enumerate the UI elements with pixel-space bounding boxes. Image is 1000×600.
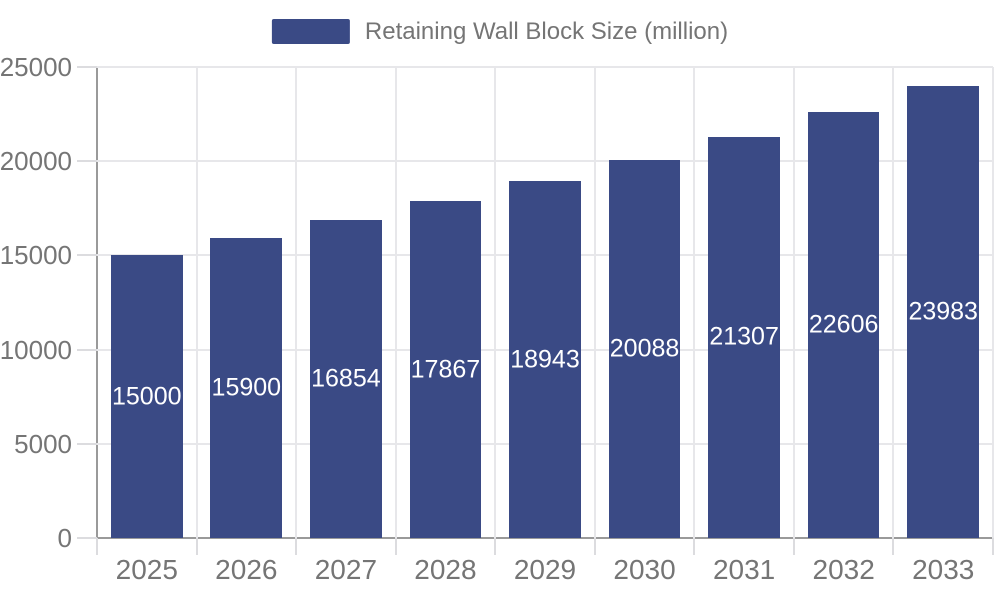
bar-2027[interactable]: 16854 <box>310 220 382 538</box>
x-axis-tick <box>494 538 497 555</box>
bar-2026[interactable]: 15900 <box>210 238 283 538</box>
bar-2028[interactable]: 17867 <box>409 201 482 538</box>
y-axis-tick-label: 15000 <box>0 240 72 271</box>
x-axis-tick <box>593 538 596 555</box>
x-axis-tick <box>195 538 198 555</box>
bar-value-label: 21307 <box>709 322 779 351</box>
bar-value-label: 15000 <box>112 382 182 411</box>
y-axis-tick <box>77 160 97 163</box>
x-axis-tick <box>693 538 696 555</box>
x-axis-tick <box>892 538 895 555</box>
bar-2025[interactable]: 15000 <box>110 255 183 538</box>
x-axis-tick-label: 2033 <box>912 554 975 585</box>
x-axis-tick-label: 2025 <box>115 554 178 585</box>
y-axis-tick <box>77 66 97 68</box>
x-axis-tick-label: 2031 <box>712 554 776 585</box>
plot-area: 0 5000 10000 15000 20000 25000 15000 2025 15900 2… <box>0 54 994 585</box>
x-axis-tick <box>394 538 397 555</box>
y-axis-line <box>96 67 98 555</box>
y-axis-tick <box>77 254 97 257</box>
bar-value-label: 18943 <box>510 345 580 374</box>
x-axis-tick <box>992 538 994 555</box>
bar-2033[interactable]: 23983 <box>907 86 980 538</box>
gridline-vertical <box>693 67 696 538</box>
bar-value-label: 20088 <box>609 334 680 363</box>
y-axis-tick-label: 0 <box>57 523 72 553</box>
bar-value-label: 22606 <box>808 310 879 339</box>
x-axis-tick-label: 2032 <box>812 554 875 585</box>
gridline-vertical <box>394 67 397 538</box>
x-axis-tick-label: 2028 <box>414 554 477 585</box>
y-axis-tick <box>77 442 97 445</box>
bar-value-label: 15900 <box>211 373 282 402</box>
x-axis-line <box>97 537 993 539</box>
gridline-vertical <box>195 67 198 538</box>
x-axis-tick-label: 2030 <box>613 554 676 585</box>
y-axis-tick <box>77 348 97 351</box>
legend-item[interactable]: Retaining Wall Block Size (million) <box>271 18 729 45</box>
x-axis-tick <box>96 538 98 555</box>
bar-2032[interactable]: 22606 <box>807 112 880 538</box>
x-axis-tick <box>295 538 298 555</box>
bar-value-label: 16854 <box>311 364 381 393</box>
y-axis-tick-label: 25000 <box>0 52 72 82</box>
y-axis-tick-label: 5000 <box>14 428 72 459</box>
legend-label: Retaining Wall Block Size (million) <box>364 18 729 45</box>
gridline-horizontal <box>97 66 993 68</box>
legend-swatch-icon <box>271 19 350 44</box>
gridline-vertical <box>992 67 994 538</box>
bar-2031[interactable]: 21307 <box>708 136 780 538</box>
gridline-vertical <box>593 67 596 538</box>
gridline-vertical <box>295 67 298 538</box>
gridline-vertical <box>494 67 497 538</box>
gridline-vertical <box>892 67 895 538</box>
x-axis-tick-label: 2029 <box>513 554 577 585</box>
bar-value-label: 17867 <box>410 355 481 384</box>
y-axis-tick-label: 20000 <box>0 146 72 177</box>
y-axis-tick <box>77 537 97 539</box>
bar-2030[interactable]: 20088 <box>608 159 681 538</box>
x-axis-tick-label: 2026 <box>215 554 278 585</box>
gridline-horizontal <box>97 160 993 163</box>
bar-2029[interactable]: 18943 <box>509 181 581 538</box>
y-axis-tick-label: 10000 <box>0 334 72 365</box>
gridline-vertical <box>792 67 795 538</box>
bar-value-label: 23983 <box>908 297 978 326</box>
x-axis-tick <box>792 538 795 555</box>
x-axis-tick-label: 2027 <box>314 554 378 585</box>
